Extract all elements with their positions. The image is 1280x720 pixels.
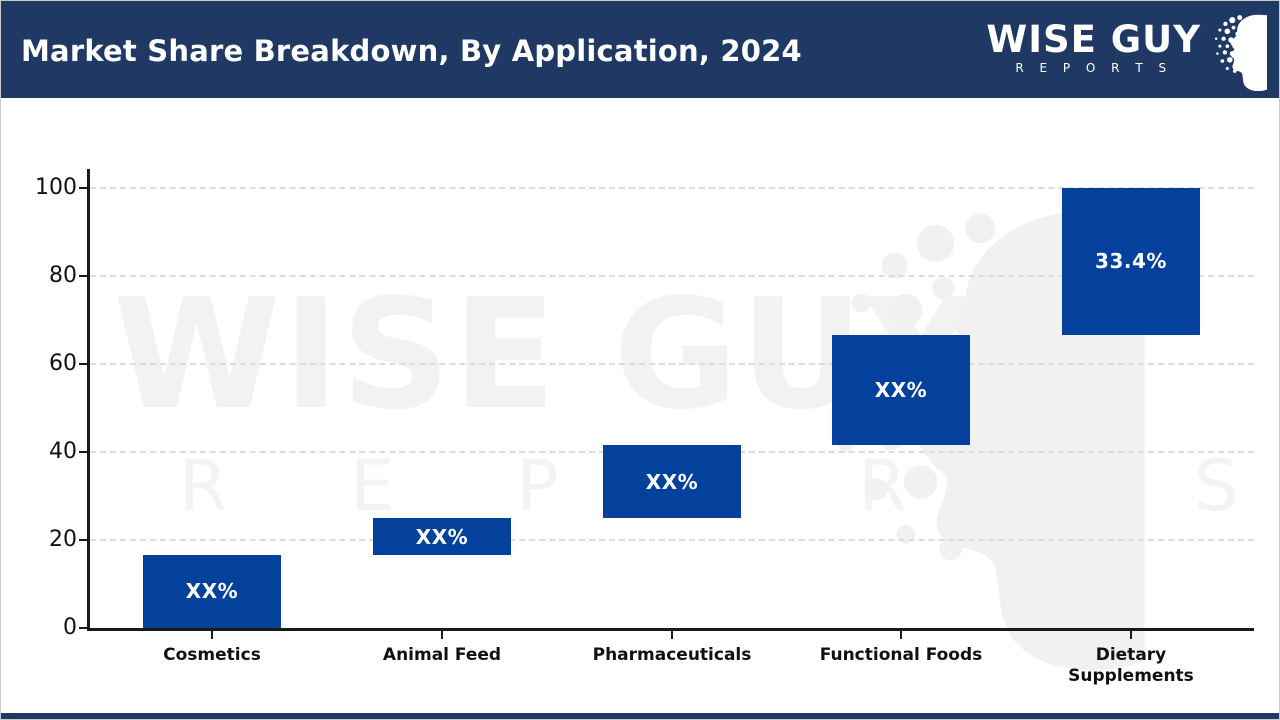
y-tick-label: 40 xyxy=(49,439,77,464)
bar-pharmaceuticals: XX% xyxy=(603,444,741,519)
y-axis-line xyxy=(87,169,90,631)
logo-text: WISE GUY R E P O R T S xyxy=(986,21,1201,74)
bar-animal-feed: XX% xyxy=(373,518,511,555)
x-tick-mark xyxy=(441,631,443,639)
y-tick-mark xyxy=(79,451,87,453)
x-category-label: Pharmaceuticals xyxy=(592,645,752,665)
bar-value-label: XX% xyxy=(415,524,469,549)
bar-cosmetics: XX% xyxy=(143,554,281,628)
y-tick-label: 80 xyxy=(49,263,77,288)
x-category-label: Cosmetics xyxy=(163,645,261,665)
y-tick-mark xyxy=(79,275,87,277)
wise-guy-reports-logo: WISE GUY R E P O R T S xyxy=(986,9,1267,93)
x-category-label: Animal Feed xyxy=(382,645,502,665)
y-tick-label: 60 xyxy=(49,351,77,376)
x-tick-mark xyxy=(211,631,213,639)
y-tick-mark xyxy=(79,539,87,541)
y-tick-mark xyxy=(79,187,87,189)
footer-band xyxy=(1,713,1279,719)
x-category-label: Dietary Supplements xyxy=(1068,645,1194,687)
x-tick-mark xyxy=(671,631,673,639)
gridline-y-60 xyxy=(90,363,1254,365)
x-axis-line xyxy=(87,628,1254,631)
x-tick-mark xyxy=(1130,631,1132,639)
y-tick-label: 20 xyxy=(49,527,77,552)
y-tick-label: 0 xyxy=(63,615,77,640)
gridline-y-20 xyxy=(90,539,1254,541)
bar-value-label: XX% xyxy=(185,579,239,604)
y-tick-mark xyxy=(79,363,87,365)
logo-subtitle: R E P O R T S xyxy=(1015,61,1173,75)
bar-value-label: XX% xyxy=(874,377,928,402)
bar-dietary-supplements: 33.4% xyxy=(1062,188,1200,335)
logo-wordmark: WISE GUY xyxy=(986,18,1201,61)
x-category-label: Functional Foods xyxy=(819,645,983,665)
bar-functional-foods: XX% xyxy=(832,334,970,445)
bar-value-label: 33.4% xyxy=(1095,249,1167,274)
gridline-y-80 xyxy=(90,275,1254,277)
page-title: Market Share Breakdown, By Application, … xyxy=(21,34,802,68)
header-band: Market Share Breakdown, By Application, … xyxy=(1,1,1279,98)
head-profile-icon xyxy=(1214,14,1267,92)
gridline-y-100 xyxy=(90,187,1254,189)
y-tick-mark xyxy=(79,627,87,629)
waterfall-chart: 0 20 40 60 80 100 XX% Cosmetics XX% Animal Feed XX… xyxy=(1,98,1279,715)
x-tick-mark xyxy=(900,631,902,639)
bar-value-label: XX% xyxy=(645,469,699,494)
y-tick-label: 100 xyxy=(35,175,77,200)
